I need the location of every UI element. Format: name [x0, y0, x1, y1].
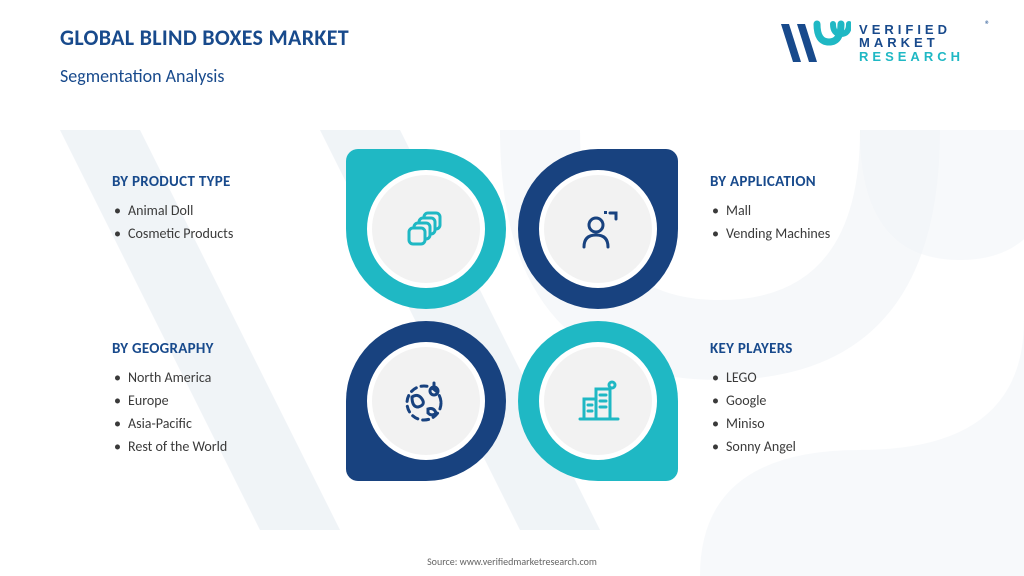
- petal-inner: [539, 342, 657, 460]
- list-item: Miniso: [710, 412, 912, 435]
- list-item: North America: [112, 366, 342, 389]
- petal-geography: [346, 321, 506, 481]
- segment-product-type: BY PRODUCT TYPE Animal Doll Cosmetic Pro…: [112, 173, 342, 245]
- list-item: Asia-Pacific: [112, 412, 342, 435]
- page-title: GLOBAL BLIND BOXES MARKET: [60, 24, 349, 51]
- petal-inner: [367, 170, 485, 288]
- quadrant-infographic: [342, 145, 682, 485]
- logo-line3: RESEARCH: [859, 49, 964, 64]
- list-item: LEGO: [710, 366, 912, 389]
- user-icon: [574, 205, 622, 253]
- petal-inner: [367, 342, 485, 460]
- left-column: BY PRODUCT TYPE Animal Doll Cosmetic Pro…: [112, 125, 342, 505]
- layers-icon: [402, 205, 450, 253]
- globe-icon: [402, 377, 450, 425]
- petal-application: [518, 149, 678, 309]
- segment-list: Mall Vending Machines: [710, 199, 912, 245]
- header: GLOBAL BLIND BOXES MARKET Segmentation A…: [60, 24, 964, 87]
- main-row: BY PRODUCT TYPE Animal Doll Cosmetic Pro…: [60, 105, 964, 525]
- vmr-logo-mark: [779, 20, 851, 66]
- list-item: Europe: [112, 389, 342, 412]
- segment-geography: BY GEOGRAPHY North America Europe Asia-P…: [112, 340, 342, 458]
- list-item: Rest of the World: [112, 435, 342, 458]
- vmr-logo-text: VERIFIED MARKET RESEARCH: [859, 23, 964, 64]
- page-subtitle: Segmentation Analysis: [60, 65, 349, 87]
- segment-list: Animal Doll Cosmetic Products: [112, 199, 342, 245]
- segment-key-players: KEY PLAYERS LEGO Google Miniso Sonny Ang…: [710, 340, 912, 458]
- list-item: Cosmetic Products: [112, 222, 342, 245]
- building-icon: [574, 377, 622, 425]
- title-block: GLOBAL BLIND BOXES MARKET Segmentation A…: [60, 24, 349, 87]
- petal-product-type: [346, 149, 506, 309]
- list-item: Sonny Angel: [710, 435, 912, 458]
- list-item: Mall: [710, 199, 912, 222]
- segment-application: BY APPLICATION Mall Vending Machines: [710, 173, 912, 245]
- list-item: Google: [710, 389, 912, 412]
- source-footer: Source: www.verifiedmarketresearch.com: [427, 555, 597, 568]
- vmr-logo: VERIFIED MARKET RESEARCH: [779, 20, 964, 66]
- list-item: Animal Doll: [112, 199, 342, 222]
- segment-list: North America Europe Asia-Pacific Rest o…: [112, 366, 342, 458]
- segment-heading: BY PRODUCT TYPE: [112, 173, 342, 191]
- list-item: Vending Machines: [710, 222, 912, 245]
- segment-list: LEGO Google Miniso Sonny Angel: [710, 366, 912, 458]
- right-column: BY APPLICATION Mall Vending Machines KEY…: [682, 125, 912, 505]
- petal-key-players: [518, 321, 678, 481]
- registered-mark: ®: [985, 18, 990, 31]
- petal-inner: [539, 170, 657, 288]
- segment-heading: BY APPLICATION: [710, 173, 912, 191]
- segment-heading: KEY PLAYERS: [710, 340, 912, 358]
- segment-heading: BY GEOGRAPHY: [112, 340, 342, 358]
- content-root: GLOBAL BLIND BOXES MARKET Segmentation A…: [0, 0, 1024, 576]
